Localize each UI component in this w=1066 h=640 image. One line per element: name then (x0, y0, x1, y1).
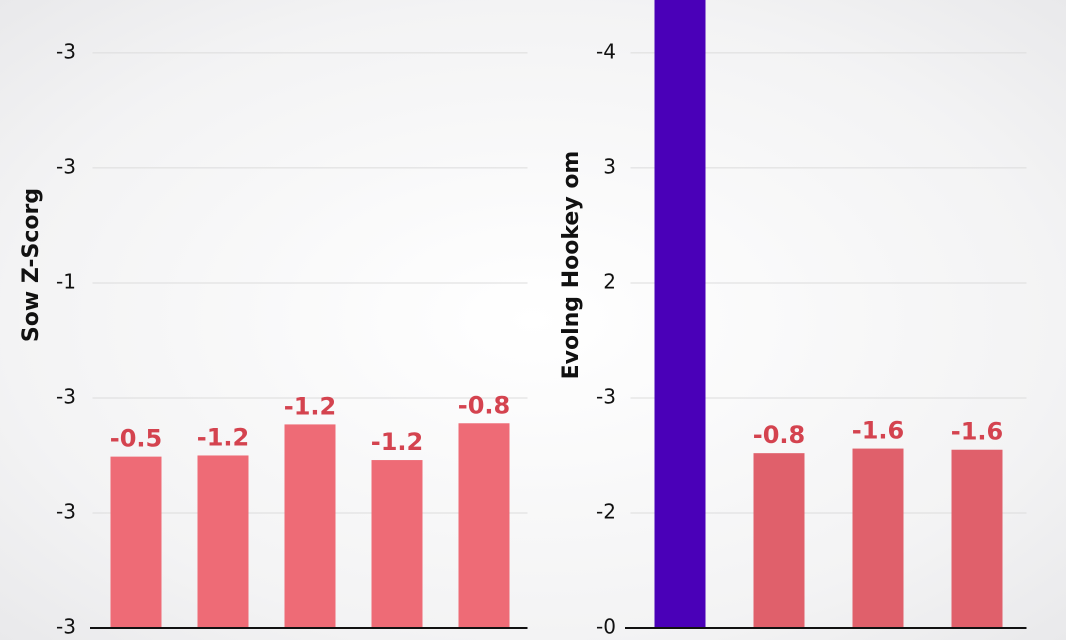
bar (197, 455, 249, 628)
data-label: -1.2 (284, 392, 336, 420)
y-tick-label: 2 (603, 269, 616, 293)
y-tick-label: -2 (596, 499, 616, 523)
y-tick-label: -3 (56, 384, 76, 408)
bar (284, 424, 336, 628)
y-axis-label: Sow Z-Scorg (19, 188, 44, 342)
data-label: -0.5 (110, 425, 162, 453)
y-tick-label: -3 (56, 154, 76, 178)
bar (110, 456, 162, 628)
data-label: -1.6 (852, 417, 904, 445)
y-tick-label: 3 (603, 154, 616, 178)
y-tick-label: -4 (596, 39, 616, 63)
data-label: -1.2 (371, 428, 423, 456)
y-tick-label: -0 (596, 615, 616, 639)
bar (458, 423, 510, 628)
bar (654, 0, 706, 628)
y-tick-label: -3 (56, 615, 76, 639)
y-tick-label: -1 (56, 269, 76, 293)
data-label: -1.2 (197, 423, 249, 451)
bar (371, 460, 423, 628)
y-axis-label: Evolng Hookey om (559, 151, 584, 380)
data-label: -0.8 (458, 391, 510, 419)
bar (852, 448, 904, 628)
y-tick-label: -3 (56, 39, 76, 63)
y-tick-label: -3 (56, 499, 76, 523)
data-label: -0.8 (753, 421, 805, 449)
bar (753, 453, 805, 628)
data-label: -1.6 (951, 418, 1003, 446)
bar (951, 449, 1003, 628)
y-tick-label: -3 (596, 384, 616, 408)
